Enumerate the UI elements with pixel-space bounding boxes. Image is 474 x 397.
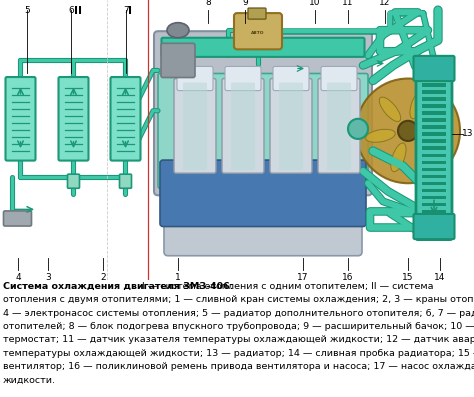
Bar <box>422 154 446 157</box>
Circle shape <box>398 121 418 141</box>
FancyBboxPatch shape <box>318 79 360 173</box>
FancyBboxPatch shape <box>164 172 362 256</box>
FancyBboxPatch shape <box>160 160 366 227</box>
Bar <box>422 97 446 101</box>
Text: температуры охлаждающей жидкости; 13 — радиатор; 14 — сливная пробка радиатора; : температуры охлаждающей жидкости; 13 — р… <box>3 349 474 358</box>
Bar <box>422 217 446 220</box>
FancyBboxPatch shape <box>248 8 266 19</box>
FancyBboxPatch shape <box>174 79 216 173</box>
Bar <box>422 182 446 185</box>
FancyBboxPatch shape <box>119 174 131 188</box>
FancyBboxPatch shape <box>327 83 351 170</box>
Text: 17: 17 <box>297 273 309 282</box>
Circle shape <box>356 79 460 183</box>
Bar <box>422 224 446 227</box>
Bar <box>422 132 446 136</box>
Bar <box>422 146 446 150</box>
FancyBboxPatch shape <box>270 79 312 173</box>
FancyBboxPatch shape <box>3 211 31 226</box>
Text: жидкости.: жидкости. <box>3 376 56 385</box>
Text: 12: 12 <box>379 0 391 7</box>
Text: отопителей; 8 — блок подогрева впускного трубопровода; 9 — расширительный бачок;: отопителей; 8 — блок подогрева впускного… <box>3 322 474 331</box>
Text: 4: 4 <box>15 273 21 282</box>
FancyBboxPatch shape <box>225 66 261 91</box>
Text: 1: 1 <box>175 273 181 282</box>
Text: отопления с двумя отопителями; 1 — сливной кран системы охлаждения; 2, 3 — краны: отопления с двумя отопителями; 1 — сливн… <box>3 295 474 304</box>
Text: 3: 3 <box>45 273 51 282</box>
Bar <box>422 139 446 143</box>
Text: 5: 5 <box>24 6 30 15</box>
Text: 16: 16 <box>342 273 354 282</box>
Bar <box>422 196 446 199</box>
Text: вентилятор; 16 — поликлиновой ремень привода вентилятора и насоса; 17 — насос ох: вентилятор; 16 — поликлиновой ремень при… <box>3 362 474 371</box>
Ellipse shape <box>391 143 406 172</box>
FancyBboxPatch shape <box>154 31 372 195</box>
Ellipse shape <box>167 23 189 38</box>
Ellipse shape <box>365 129 395 142</box>
Text: 7: 7 <box>123 6 129 15</box>
Ellipse shape <box>379 97 401 121</box>
Bar <box>422 168 446 171</box>
Bar <box>422 76 446 79</box>
FancyBboxPatch shape <box>273 66 309 91</box>
Bar <box>0 0 155 280</box>
Bar <box>422 104 446 108</box>
FancyBboxPatch shape <box>416 60 452 240</box>
FancyBboxPatch shape <box>222 79 264 173</box>
Text: 6: 6 <box>68 6 74 15</box>
FancyBboxPatch shape <box>321 66 357 91</box>
FancyBboxPatch shape <box>177 66 213 91</box>
Bar <box>422 189 446 192</box>
FancyBboxPatch shape <box>158 73 368 188</box>
Bar <box>422 69 446 73</box>
Text: 4 — электронасос системы отопления; 5 — радиатор дополнительного отопителя; 6, 7: 4 — электронасос системы отопления; 5 — … <box>3 309 474 318</box>
Text: 9: 9 <box>242 0 248 7</box>
Text: АВТО: АВТО <box>251 31 265 35</box>
Bar <box>422 175 446 178</box>
Text: 10: 10 <box>309 0 321 7</box>
Ellipse shape <box>410 90 425 119</box>
Text: 14: 14 <box>434 273 446 282</box>
Text: 11: 11 <box>342 0 354 7</box>
FancyBboxPatch shape <box>279 83 303 170</box>
Text: I — система отопления с одним отопителем; II — система: I — система отопления с одним отопителем… <box>139 282 434 291</box>
Bar <box>422 111 446 115</box>
Text: 15: 15 <box>402 273 414 282</box>
Text: I: I <box>128 6 132 16</box>
Bar <box>422 210 446 214</box>
Text: термостат; 11 — датчик указателя температуры охлаждающей жидкости; 12 — датчик а: термостат; 11 — датчик указателя темпера… <box>3 335 474 345</box>
Text: 13: 13 <box>462 129 474 139</box>
Bar <box>422 125 446 129</box>
Text: II: II <box>74 6 82 16</box>
FancyBboxPatch shape <box>413 214 455 239</box>
Bar <box>422 118 446 122</box>
Ellipse shape <box>415 140 437 165</box>
FancyBboxPatch shape <box>161 43 195 77</box>
FancyBboxPatch shape <box>231 83 255 170</box>
Bar <box>422 83 446 87</box>
FancyBboxPatch shape <box>67 174 80 188</box>
Bar <box>422 160 446 164</box>
Bar <box>422 203 446 206</box>
FancyBboxPatch shape <box>162 38 365 57</box>
FancyBboxPatch shape <box>6 77 36 160</box>
FancyBboxPatch shape <box>234 13 282 49</box>
Text: Система охлаждения двигателя ЗМЗ-406:: Система охлаждения двигателя ЗМЗ-406: <box>3 282 234 291</box>
Circle shape <box>348 119 368 139</box>
FancyBboxPatch shape <box>58 77 89 160</box>
FancyBboxPatch shape <box>413 56 455 81</box>
Text: 8: 8 <box>205 0 211 7</box>
Text: 2: 2 <box>100 273 106 282</box>
FancyBboxPatch shape <box>183 83 207 170</box>
FancyBboxPatch shape <box>110 77 140 160</box>
Ellipse shape <box>421 119 450 133</box>
Bar <box>422 90 446 94</box>
